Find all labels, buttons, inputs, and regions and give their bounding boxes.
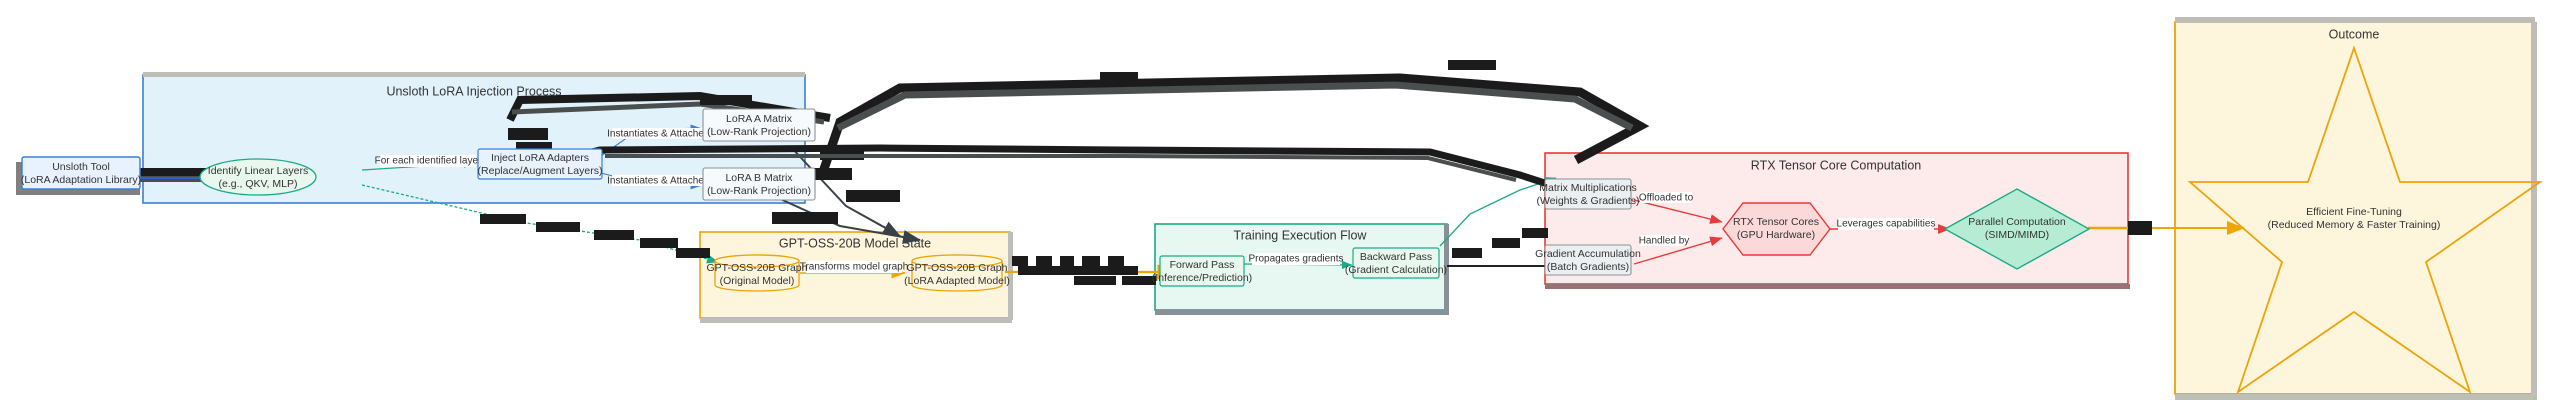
node-rtx-tensor-cores[interactable]: RTX Tensor Cores (GPU Hardware)	[1722, 202, 1831, 256]
cluster-label-training-flow: Training Execution Flow	[1234, 228, 1368, 242]
cluster-label-model-state: GPT-OSS-20B Model State	[779, 236, 931, 250]
node-graph-original[interactable]: GPT-OSS-20B Graph (Original Model)	[707, 254, 808, 292]
node-label-rtx-line1: RTX Tensor Cores	[1733, 216, 1819, 228]
node-label-grad-accum-line1: Gradient Accumulation	[1535, 248, 1641, 260]
node-label-graph-orig-line1: GPT-OSS-20B Graph	[707, 262, 808, 274]
node-label-backward-line2: (Gradient Calculation)	[1345, 264, 1447, 276]
edge-propagates-gradients: Propagates gradients	[1242, 253, 1353, 270]
node-label-forward-line1: Forward Pass	[1170, 259, 1235, 271]
edge-leverages-capabilities: Leverages capabilities	[1829, 218, 1951, 234]
edge-identify-to-graph-orig	[361, 184, 719, 264]
cluster-label-outcome: Outcome	[2329, 27, 2380, 41]
cluster-label-lora-injection: Unsloth LoRA Injection Process	[386, 84, 561, 98]
node-forward-pass[interactable]: Forward Pass (Inference/Prediction)	[1152, 255, 1252, 287]
edge-parallel-to-outcome	[2088, 221, 2245, 235]
node-label-lora-a-line2: (Low-Rank Projection)	[707, 126, 811, 138]
node-label-inject-line2: (Replace/Augment Layers)	[478, 165, 603, 177]
node-label-graph-orig-line2: (Original Model)	[720, 275, 795, 287]
edge-top-routing-bus	[506, 60, 1650, 177]
edge-label-for-each-layer: For each identified layer	[375, 156, 482, 167]
edge-transforms-model-graph: Transforms model graph	[800, 261, 909, 279]
node-lora-b-matrix[interactable]: LoRA B Matrix (Low-Rank Projection)	[702, 167, 816, 201]
edge-lora-to-graph-adapted	[772, 145, 921, 244]
node-label-lora-b-line1: LoRA B Matrix	[725, 172, 793, 184]
node-label-efficient-line2: (Reduced Memory & Faster Training)	[2268, 219, 2441, 231]
node-lora-a-matrix[interactable]: LoRA A Matrix (Low-Rank Projection)	[702, 108, 816, 142]
node-label-graph-adapted-line2: (LoRA Adapted Model)	[904, 275, 1010, 287]
node-label-matmul-line1: Matrix Multiplications	[1539, 182, 1636, 194]
node-gradient-accumulation[interactable]: Gradient Accumulation (Batch Gradients)	[1535, 244, 1641, 276]
node-label-matmul-line2: (Weights & Gradients)	[1536, 195, 1639, 207]
node-matrix-multiplications[interactable]: Matrix Multiplications (Weights & Gradie…	[1536, 178, 1640, 210]
edge-label-handled-by: Handled by	[1639, 236, 1690, 247]
edge-label-transforms-model-graph: Transforms model graph	[800, 262, 909, 273]
node-label-unsloth-tool-line2: (LoRA Adaptation Library)	[21, 174, 141, 186]
edge-inject-to-lora-b: Instantiates & Attaches	[600, 172, 709, 190]
node-parallel-computation[interactable]: Parallel Computation (SIMD/MIMD)	[1943, 188, 2091, 270]
node-unsloth-tool[interactable]: Unsloth Tool (LoRA Adaptation Library)	[16, 156, 141, 195]
edge-offloaded-to: Offloaded to	[1633, 192, 1723, 224]
node-label-graph-adapted-line1: GPT-OSS-20B Graph	[907, 262, 1008, 274]
node-backward-pass[interactable]: Backward Pass (Gradient Calculation)	[1345, 247, 1447, 279]
node-label-grad-accum-line2: (Batch Gradients)	[1547, 261, 1629, 273]
cluster-outcome: Outcome	[2174, 17, 2537, 400]
edge-label-leverages-capabilities: Leverages capabilities	[1837, 219, 1936, 230]
node-label-parallel-line1: Parallel Computation	[1968, 216, 2066, 228]
edge-label-offloaded-to: Offloaded to	[1639, 193, 1694, 204]
node-label-backward-line1: Backward Pass	[1360, 251, 1432, 263]
node-graph-adapted[interactable]: GPT-OSS-20B Graph (LoRA Adapted Model)	[904, 254, 1010, 292]
node-label-lora-a-line1: LoRA A Matrix	[726, 113, 793, 125]
node-identify-linear-layers[interactable]: Identify Linear Layers (e.g., QKV, MLP)	[199, 158, 317, 196]
edge-identify-to-inject: For each identified layer	[361, 155, 482, 171]
node-inject-lora-adapters[interactable]: Inject LoRA Adapters (Replace/Augment La…	[477, 148, 603, 180]
node-label-unsloth-tool-line1: Unsloth Tool	[52, 161, 110, 173]
node-label-rtx-line2: (GPU Hardware)	[1737, 229, 1815, 241]
node-label-identify-line2: (e.g., QKV, MLP)	[219, 178, 298, 190]
node-label-parallel-line2: (SIMD/MIMD)	[1985, 229, 2049, 241]
edge-handled-by: Handled by	[1633, 235, 1723, 265]
cluster-label-tensor-core: RTX Tensor Core Computation	[1751, 158, 1922, 172]
edge-graph-adapted-to-forward	[1005, 256, 1178, 285]
node-label-forward-line2: (Inference/Prediction)	[1152, 272, 1252, 284]
node-label-inject-line1: Inject LoRA Adapters	[491, 152, 589, 164]
node-label-lora-b-line2: (Low-Rank Projection)	[707, 185, 811, 197]
edge-label-propagates-gradients: Propagates gradients	[1248, 254, 1343, 265]
edge-label-instantiates-b: Instantiates & Attaches	[607, 176, 709, 187]
edge-label-instantiates-a: Instantiates & Attaches	[607, 129, 709, 140]
node-efficient-fine-tuning[interactable]: Efficient Fine-Tuning (Reduced Memory & …	[2187, 45, 2543, 395]
node-label-efficient-line1: Efficient Fine-Tuning	[2306, 206, 2402, 218]
node-label-identify-line1: Identify Linear Layers	[208, 165, 308, 177]
